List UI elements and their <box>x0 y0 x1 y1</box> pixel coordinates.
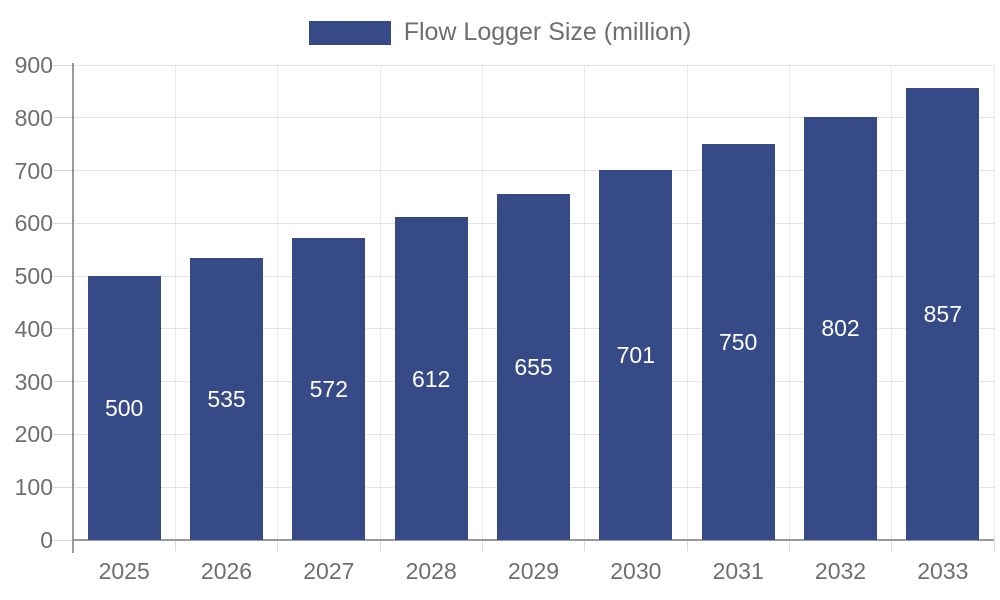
x-gridline <box>584 65 586 540</box>
x-axis-tick-label: 2026 <box>200 558 253 584</box>
y-axis-tick <box>53 275 73 277</box>
y-axis-tick-label: 300 <box>14 368 53 395</box>
x-axis-tick-label: 2029 <box>507 558 560 584</box>
y-axis-tick <box>53 433 73 435</box>
y-axis-tick-label: 400 <box>14 315 53 342</box>
x-axis-tick-label: 2030 <box>610 558 662 584</box>
y-axis-tick <box>53 117 73 119</box>
y-axis-tick-label: 600 <box>14 210 53 237</box>
y-axis-tick <box>53 222 73 224</box>
x-gridline <box>174 65 176 540</box>
bar-2032[interactable] <box>804 116 877 540</box>
bar-value-label: 572 <box>309 376 349 403</box>
x-axis-tick <box>481 540 483 551</box>
y-axis-tick <box>53 64 73 66</box>
x-axis-tick <box>277 540 279 551</box>
legend-swatch-icon <box>308 20 391 45</box>
bar-value-label: 500 <box>104 395 144 422</box>
x-axis-tick <box>993 540 995 551</box>
x-axis-tick-label: 2033 <box>917 558 969 584</box>
x-axis-tick <box>788 540 790 551</box>
x-axis-tick <box>584 540 586 551</box>
x-gridline <box>481 65 483 540</box>
bar-value-label: 535 <box>207 385 246 412</box>
x-gridline <box>891 65 893 540</box>
y-axis-tick <box>53 381 73 383</box>
bar-2025[interactable] <box>87 276 161 540</box>
x-axis-tick <box>686 540 688 551</box>
y-gridline <box>73 64 994 66</box>
x-axis-line <box>72 539 994 541</box>
bar-2026[interactable] <box>190 257 263 540</box>
x-axis-tick-label: 2032 <box>814 558 867 584</box>
bar-value-label: 655 <box>514 354 553 381</box>
y-axis-tick <box>53 539 73 541</box>
bar-value-label: 750 <box>718 329 758 356</box>
y-axis-tick-label: 700 <box>14 157 53 184</box>
x-axis-tick-label: 2025 <box>98 558 150 584</box>
bar-2030[interactable] <box>599 170 673 540</box>
y-gridline <box>73 170 994 172</box>
y-axis-tick-label: 100 <box>14 474 53 501</box>
bar-2029[interactable] <box>497 194 570 540</box>
y-axis-tick-label: 900 <box>14 52 53 78</box>
bar-2033[interactable] <box>906 87 980 540</box>
x-gridline <box>993 65 995 540</box>
x-axis-tick <box>174 540 176 551</box>
x-axis-tick-label: 2028 <box>405 558 457 584</box>
x-gridline <box>379 65 381 540</box>
legend[interactable]: Flow Logger Size (million) <box>0 18 1000 47</box>
x-axis-tick <box>379 540 381 551</box>
y-gridline <box>73 117 994 119</box>
y-axis-tick <box>53 486 73 488</box>
y-axis-tick-label: 800 <box>14 104 53 131</box>
y-axis-line <box>72 63 74 553</box>
y-axis-tick-label: 200 <box>14 421 53 448</box>
x-gridline <box>686 65 688 540</box>
y-axis-tick-label: 0 <box>40 527 53 553</box>
x-axis-tick-label: 2027 <box>303 558 355 584</box>
bar-value-label: 857 <box>923 300 963 327</box>
y-axis-tick <box>53 328 73 330</box>
bar-value-label: 802 <box>821 315 860 342</box>
legend-label: Flow Logger Size (million) <box>403 18 692 46</box>
x-axis-tick-label: 2031 <box>712 558 764 584</box>
x-axis-tick <box>891 540 893 551</box>
bar-2027[interactable] <box>292 238 366 540</box>
bar-value-label: 701 <box>616 342 656 368</box>
bar-2031[interactable] <box>701 144 775 540</box>
y-axis-tick <box>53 170 73 172</box>
x-gridline <box>277 65 279 540</box>
bar-2028[interactable] <box>394 217 468 540</box>
bar-value-label: 612 <box>411 365 451 392</box>
x-gridline <box>788 65 790 540</box>
y-axis-tick-label: 500 <box>14 263 53 290</box>
